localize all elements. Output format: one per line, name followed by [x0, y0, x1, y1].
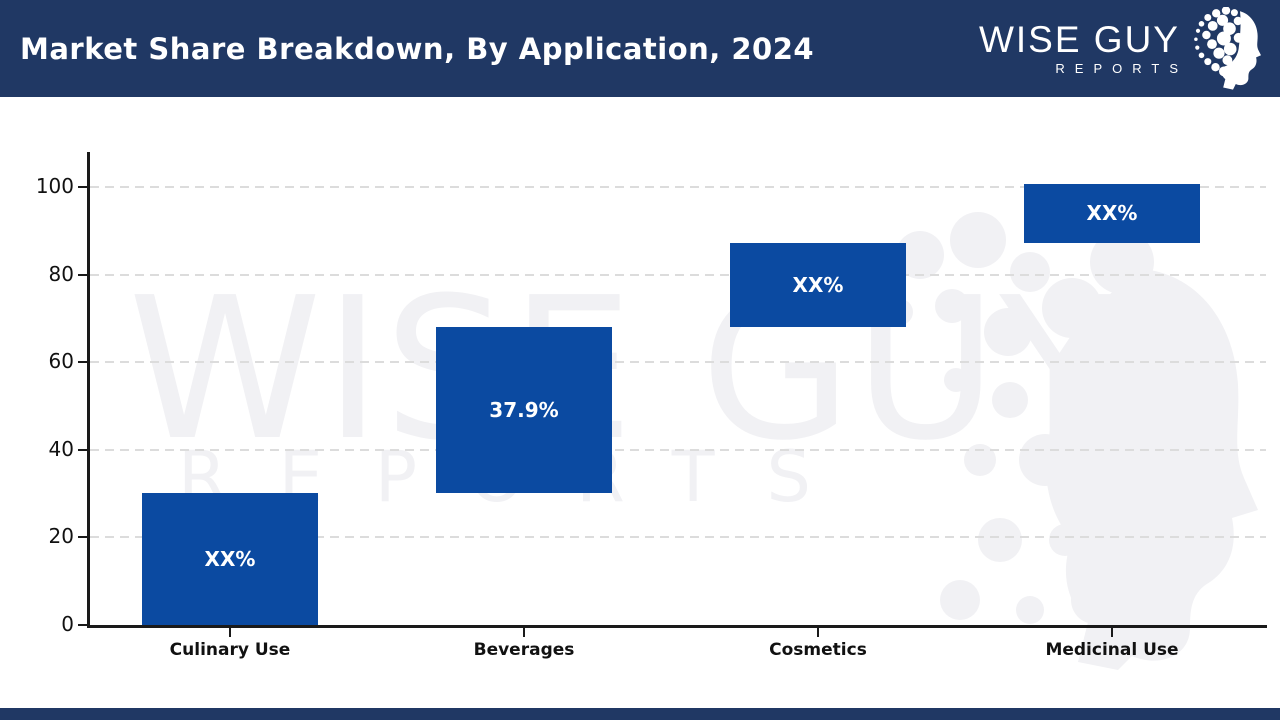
footer-bar [0, 708, 1280, 720]
y-tick-label-100: 100 [35, 174, 74, 198]
bar-medicinal-use: XX% [1024, 183, 1200, 243]
y-tick-60 [78, 361, 87, 364]
gridline-60 [90, 361, 1266, 364]
bar-value-label: XX% [792, 272, 844, 297]
y-axis-line [87, 152, 90, 628]
x-tick-0 [229, 628, 231, 637]
bar-culinary-use: XX% [142, 493, 318, 625]
gridline-80 [90, 273, 1266, 276]
x-tick-label-0: Culinary Use [169, 640, 291, 660]
y-tick-label-20: 20 [48, 524, 74, 549]
x-tick-3 [1111, 628, 1113, 637]
bar-beverages: 37.9% [436, 327, 612, 494]
wiseguy-logo: WISE GUY REPORTS [978, 6, 1280, 91]
gridline-40 [90, 448, 1266, 451]
bar-value-label: XX% [204, 547, 256, 572]
y-tick-label-0: 0 [61, 612, 74, 636]
logo-reports-text: REPORTS [1055, 61, 1188, 76]
y-tick-0 [78, 624, 87, 626]
y-tick-80 [78, 273, 87, 276]
chart-title: Market Share Breakdown, By Application, … [20, 31, 815, 66]
x-axis-line [87, 625, 1267, 628]
x-tick-label-3: Medicinal Use [1045, 640, 1179, 660]
x-tick-label-1: Beverages [473, 640, 575, 660]
bar-cosmetics: XX% [730, 242, 906, 328]
y-tick-label-80: 80 [48, 261, 74, 286]
x-tick-2 [817, 628, 819, 637]
y-tick-label-40: 40 [48, 436, 74, 461]
bar-value-label: 37.9% [489, 398, 559, 423]
watermark-head-icon [887, 212, 1258, 670]
y-tick-40 [78, 448, 87, 451]
x-tick-1 [523, 628, 525, 637]
y-tick-100 [78, 186, 87, 188]
y-tick-20 [78, 536, 87, 539]
logo-head-icon [1194, 6, 1261, 90]
gridline-20 [90, 536, 1266, 539]
bar-value-label: XX% [1086, 201, 1138, 226]
header-bar: Market Share Breakdown, By Application, … [0, 0, 1280, 97]
x-tick-label-2: Cosmetics [769, 640, 867, 660]
logo-wordmark: WISE GUY [978, 19, 1180, 60]
y-tick-label-60: 60 [48, 349, 74, 374]
gridline-100 [90, 186, 1266, 188]
